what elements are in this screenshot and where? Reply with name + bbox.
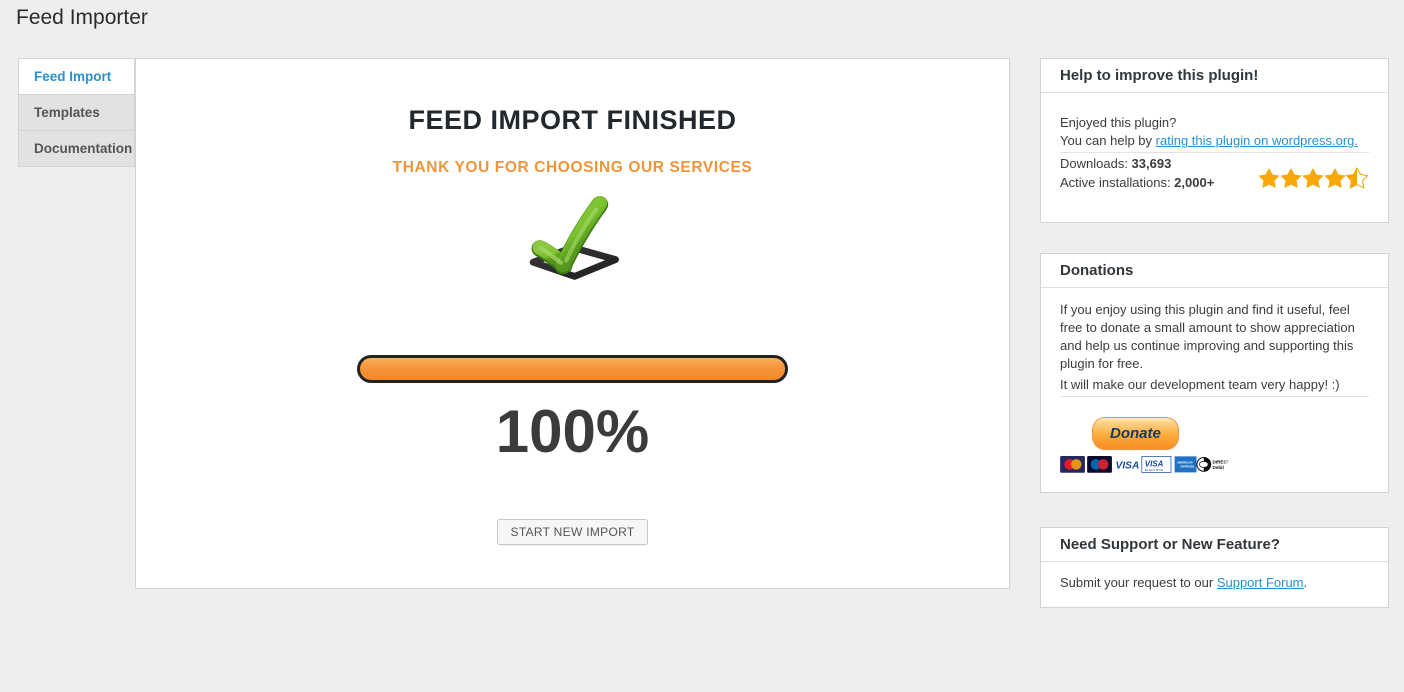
svg-text:EXPRESS: EXPRESS [1180, 464, 1194, 468]
svg-text:ELECTRON: ELECTRON [1145, 468, 1164, 472]
svg-text:DIRECT: DIRECT [1213, 459, 1228, 464]
svg-text:AMERICAN: AMERICAN [1177, 460, 1193, 464]
svg-text:Debit: Debit [1213, 464, 1225, 469]
svg-text:VISA: VISA [1116, 460, 1140, 471]
